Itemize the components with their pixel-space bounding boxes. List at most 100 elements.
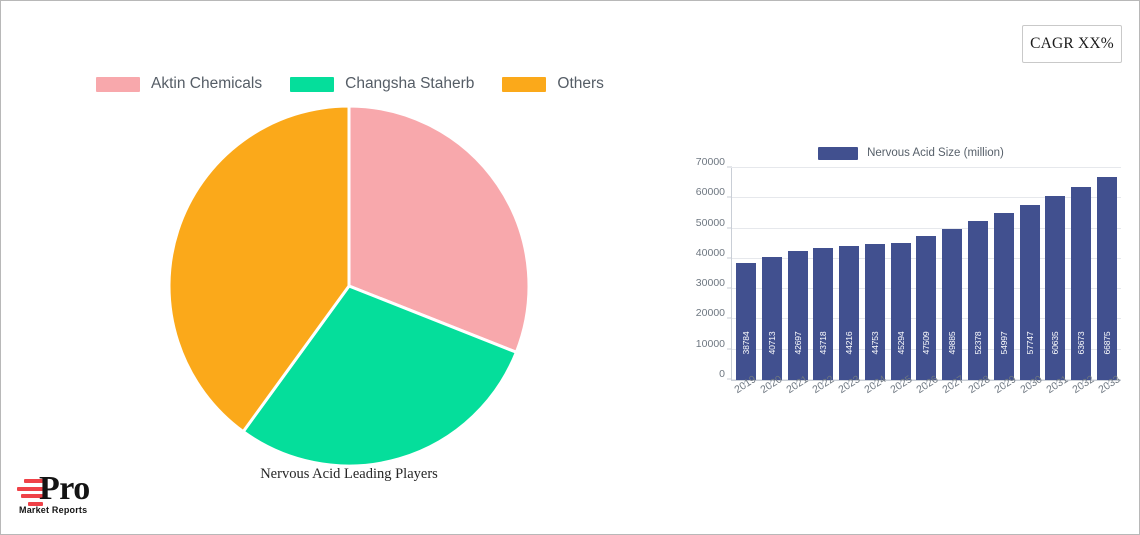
pie-legend-item: Aktin Chemicals [96,75,262,93]
cagr-badge-label: CAGR XX% [1030,35,1114,52]
bar-value-label: 40713 [766,331,777,355]
bar-column: 47509 [916,168,937,380]
bar: 47509 [916,236,937,380]
bar: 63673 [1071,187,1092,380]
y-axis-tick-mark [727,348,732,350]
pie-chart-caption: Nervous Acid Leading Players [260,466,438,482]
pie-legend-item: Others [502,75,604,93]
pie-slice [241,284,519,468]
promarketreports-logo: Pro Market Reports [17,470,109,523]
bar-chart-bars: 38784 40713 42697 43718 44216 44753 45294 47509… [732,168,1121,380]
x-axis-tick-mark [900,381,901,386]
pie-slice [347,104,531,355]
legend-swatch-icon [818,146,859,160]
bar: 38784 [736,262,756,380]
x-axis-tick-mark [1004,381,1005,386]
logo-speed-bars-icon [17,479,43,509]
x-axis-tick-mark [848,381,849,386]
bar-value-label: 66875 [1101,331,1112,355]
y-axis-tick-label: 70000 [695,156,725,168]
bar-value-label: 47509 [921,331,932,355]
bar: 49885 [942,228,963,380]
bar-column: 63673 [1071,168,1092,380]
pie-legend: Aktin Chemicals Changsha Staherb Others [96,75,632,93]
bar: 44753 [864,244,885,380]
bar: 57747 [1019,205,1040,380]
bar: 54997 [993,213,1014,380]
bar-chart-x-axis: 2019 2020 2021 2022 2023 2024 2025 2026 2027 2028… [731,373,1122,426]
bar-column: 40713 [761,168,782,380]
bar-value-label: 49885 [947,331,958,355]
bar-column: 45294 [890,168,911,380]
x-axis-tick-mark [1082,381,1083,386]
legend-swatch-icon [502,76,547,92]
y-axis-tick-label: 0 [719,368,725,380]
bar-chart-legend-label: Nervous Acid Size (million) [867,147,1004,159]
pie-legend-label: Others [557,75,604,92]
logo-tagline: Market Reports [19,505,88,515]
bar: 43718 [813,247,834,380]
pie-chart [164,101,534,471]
bar-value-label: 54997 [998,331,1009,355]
bar-chart-legend: Nervous Acid Size (million) [687,143,1135,163]
legend-swatch-icon [290,76,335,92]
bar: 44216 [839,246,860,380]
y-axis-tick-label: 60000 [695,186,725,199]
bar: 60635 [1045,196,1066,380]
bar-column: 60635 [1045,168,1066,380]
y-axis-tick-label: 10000 [695,337,725,350]
y-axis-tick-mark [727,378,732,380]
gridline [732,227,1121,229]
x-axis-tick-mark [770,381,771,386]
bar-column: 42697 [787,168,808,380]
x-axis-tick-mark [952,381,953,386]
bar-column: 43718 [813,168,834,380]
bar: 66875 [1096,177,1117,380]
bar: 45294 [890,242,911,380]
pie-chart-svg [167,104,531,468]
y-axis-tick-mark [727,287,732,289]
pie-slice [167,104,351,434]
bar-value-label: 42697 [792,331,803,355]
y-axis-tick-mark [727,196,732,198]
bar-column: 57747 [1019,168,1040,380]
pie-legend-item: Changsha Staherb [290,75,474,93]
x-axis-tick-mark [874,381,875,386]
bar-value-label: 44753 [869,331,880,355]
bar-chart: Nervous Acid Size (million) 0 10000 20000 3… [687,143,1135,413]
cagr-badge: CAGR XX% [1022,25,1122,63]
gridline [732,167,1121,168]
bar-value-label: 45294 [895,331,906,355]
bar-value-label: 57747 [1024,331,1035,355]
bar-column: 44753 [864,168,885,380]
pie-legend-label: Aktin Chemicals [151,75,263,92]
bar-chart-plot-area: 0 10000 20000 30000 40000 50000 60000 70000 387… [696,156,1121,381]
y-axis-tick-mark [727,257,732,259]
y-axis-tick-mark [727,317,732,319]
x-axis-tick-mark [978,381,979,386]
bar: 40713 [761,256,782,380]
bar-column: 49885 [942,168,963,380]
bar: 52378 [968,221,989,380]
y-axis-tick-mark [727,227,732,229]
x-axis-tick-mark [822,381,823,386]
bar-column: 44216 [839,168,860,380]
x-axis-tick-mark [1056,381,1057,386]
bar-column: 54997 [993,168,1014,380]
x-axis-tick-mark [1108,381,1109,386]
gridline [732,197,1121,199]
y-axis-tick-label: 50000 [695,216,725,229]
y-axis-tick-mark [727,166,732,168]
bar-value-label: 63673 [1076,331,1087,355]
bar-column: 52378 [968,168,989,380]
bar-value-label: 43718 [818,331,829,355]
x-axis-tick-mark [744,381,745,386]
legend-swatch-icon [96,76,140,92]
y-axis-tick-label: 30000 [695,277,725,290]
x-axis-tick-mark [1029,381,1031,386]
bar-column: 66875 [1096,168,1117,380]
bar-value-label: 60635 [1050,331,1061,355]
bar-value-label: 44216 [844,331,855,355]
x-axis-tick-mark [926,381,927,386]
